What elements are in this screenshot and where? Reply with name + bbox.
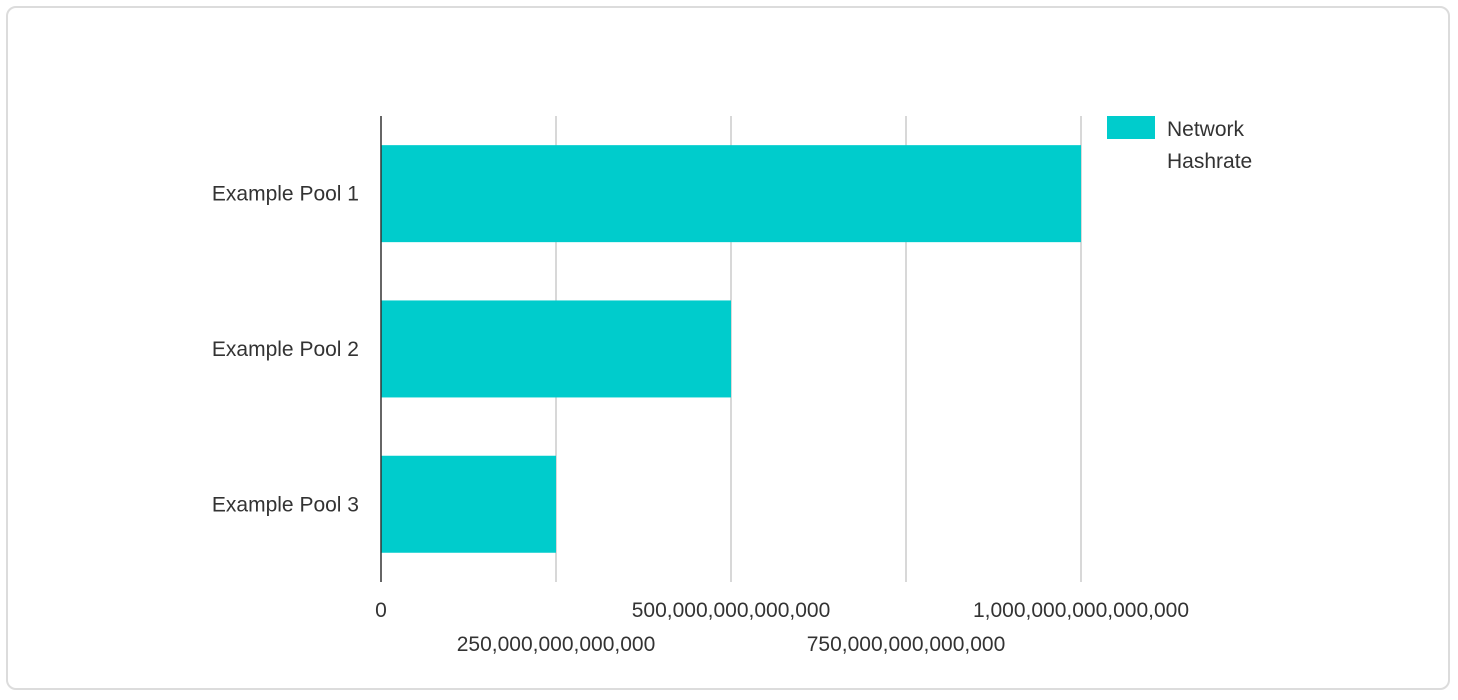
x-tick-label: 0	[375, 599, 387, 622]
x-tick-label: 750,000,000,000,000	[807, 633, 1006, 656]
bar[interactable]	[381, 300, 731, 398]
category-label: Example Pool 1	[212, 183, 359, 206]
legend-label-line-1: Network	[1167, 118, 1245, 141]
bar[interactable]	[381, 455, 556, 553]
bar[interactable]	[381, 145, 1081, 243]
x-tick-label: 500,000,000,000,000	[632, 599, 831, 622]
legend: Network Hashrate	[1107, 116, 1252, 173]
category-label: Example Pool 2	[212, 338, 359, 361]
bars	[381, 145, 1081, 553]
x-tick-labels: 0 250,000,000,000,000 500,000,000,000,000 7…	[375, 599, 1189, 656]
legend-swatch	[1107, 116, 1155, 139]
category-labels: Example Pool 1 Example Pool 2 Example Pool…	[212, 183, 359, 517]
x-tick-label: 250,000,000,000,000	[457, 633, 656, 656]
category-label: Example Pool 3	[212, 493, 359, 516]
legend-label-line-2: Hashrate	[1167, 150, 1252, 173]
x-tick-label: 1,000,000,000,000,000	[973, 599, 1189, 622]
